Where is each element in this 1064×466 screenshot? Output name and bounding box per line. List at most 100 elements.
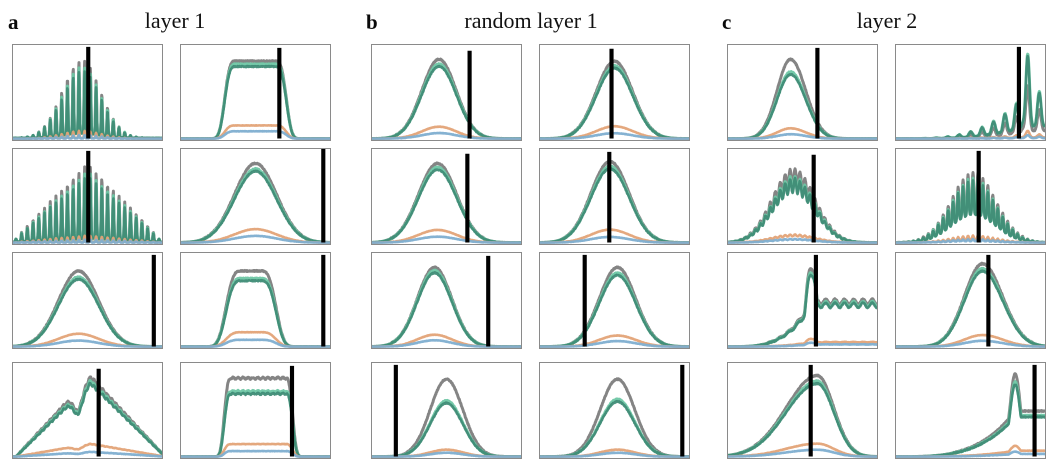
plot-svg-a-r4-c1 [13,368,162,458]
series-line-teal_light [728,175,877,244]
series-line-teal_dark [13,381,162,458]
plot-svg-b-r2-c1 [372,153,521,244]
series-line-gray [181,161,330,244]
plot-panel-c-r4-c2 [895,362,1046,459]
plot-panel-c-r3-c2 [895,252,1046,349]
plot-panel-a-r2-c2 [180,148,331,245]
series-line-teal_dark [181,278,330,348]
plot-svg-c-r2-c1 [728,154,877,244]
series-line-blue [540,235,689,244]
group-title-b: random layer 1 [464,8,598,33]
plot-svg-c-r4-c1 [728,364,877,458]
plot-panel-a-r3-c1 [12,252,163,349]
plot-svg-a-r4-c2 [181,365,330,458]
series-line-blue [181,234,330,244]
series-line-teal_light [181,62,330,140]
group-letter-a: a [8,10,19,34]
series-line-teal_dark [540,399,689,458]
plot-panel-a-r3-c2 [180,252,331,349]
series-line-teal_light [181,276,330,348]
series-line-teal_dark [896,179,1045,244]
plot-panel-a-r1-c1 [12,44,163,141]
plot-svg-b-r4-c1 [372,364,521,458]
series-line-teal_dark [181,169,330,244]
plot-svg-c-r4-c2 [896,364,1045,458]
series-line-blue [372,235,521,244]
series-line-teal_dark [540,167,689,244]
series-line-teal_light [540,63,689,140]
plot-svg-a-r1-c2 [181,47,330,140]
series-line-orange [13,442,162,458]
plot-svg-a-r3-c2 [181,254,330,348]
plot-svg-b-r4-c2 [540,364,689,458]
plot-panel-a-r4-c1 [12,362,163,459]
plot-panel-a-r4-c2 [180,362,331,459]
group-letter-b: b [366,10,378,34]
series-line-blue [181,129,330,140]
plot-svg-b-r1-c2 [540,48,689,140]
plot-panel-b-r2-c2 [539,148,690,245]
series-line-teal_light [540,397,689,458]
series-line-blue [181,338,330,348]
series-line-gray [540,377,689,458]
plot-svg-b-r3-c2 [540,254,689,348]
series-line-blue [728,237,877,244]
plot-svg-b-r2-c2 [540,151,689,244]
plot-panel-b-r1-c2 [539,44,690,141]
plot-panel-b-r3-c2 [539,252,690,349]
plot-panel-c-r3-c1 [727,252,878,349]
plot-svg-c-r2-c2 [896,150,1045,244]
series-line-gray [728,57,877,140]
plot-svg-b-r3-c1 [372,255,521,348]
plot-panel-b-r3-c1 [371,252,522,349]
plot-svg-c-r3-c2 [896,254,1045,348]
series-line-teal_dark [728,381,877,458]
series-line-teal_dark [181,391,330,458]
series-line-blue [540,131,689,140]
series-line-gray [372,265,521,348]
plot-svg-c-r3-c1 [728,254,877,348]
series-line-teal_light [896,380,1045,458]
series-line-blue [13,339,162,348]
plot-panel-c-r2-c1 [727,148,878,245]
series-line-blue [13,450,162,458]
group-title-c: layer 2 [856,8,918,33]
plot-panel-b-r2-c1 [371,148,522,245]
plot-svg-a-r3-c1 [13,254,162,348]
series-line-gray [181,59,330,140]
plot-panel-b-r1-c1 [371,44,522,141]
group-title-a: layer 1 [144,8,206,33]
plot-svg-a-r1-c1 [13,46,162,140]
plot-panel-c-r1-c2 [895,44,1046,141]
series-line-teal_dark [540,66,689,140]
series-line-teal_light [181,166,330,244]
plot-svg-c-r1-c1 [728,47,877,140]
plot-panel-b-r4-c1 [371,362,522,459]
series-line-blue [540,339,689,348]
group-letter-c: c [722,10,732,34]
series-line-teal_light [728,271,877,348]
plot-panel-c-r1-c1 [727,44,878,141]
series-line-blue [181,449,330,458]
series-line-blue [372,451,521,458]
series-line-blue [728,448,877,458]
series-line-blue [896,339,1045,348]
series-line-gray [728,267,877,348]
plot-svg-a-r2-c2 [181,149,330,244]
plot-svg-a-r2-c1 [13,150,162,244]
series-line-teal_dark [13,277,162,348]
series-line-gray [728,167,877,244]
plot-panel-c-r2-c2 [895,148,1046,245]
series-line-blue [728,132,877,140]
plot-svg-b-r1-c1 [372,50,521,140]
series-line-blue [540,451,689,458]
plot-panel-a-r1-c2 [180,44,331,141]
series-line-blue [896,237,1045,244]
series-line-blue [896,450,1045,458]
plot-panel-b-r4-c2 [539,362,690,459]
series-line-teal_dark [728,273,877,348]
series-line-blue [372,338,521,348]
series-line-blue [728,341,877,348]
plot-panel-c-r4-c1 [727,362,878,459]
